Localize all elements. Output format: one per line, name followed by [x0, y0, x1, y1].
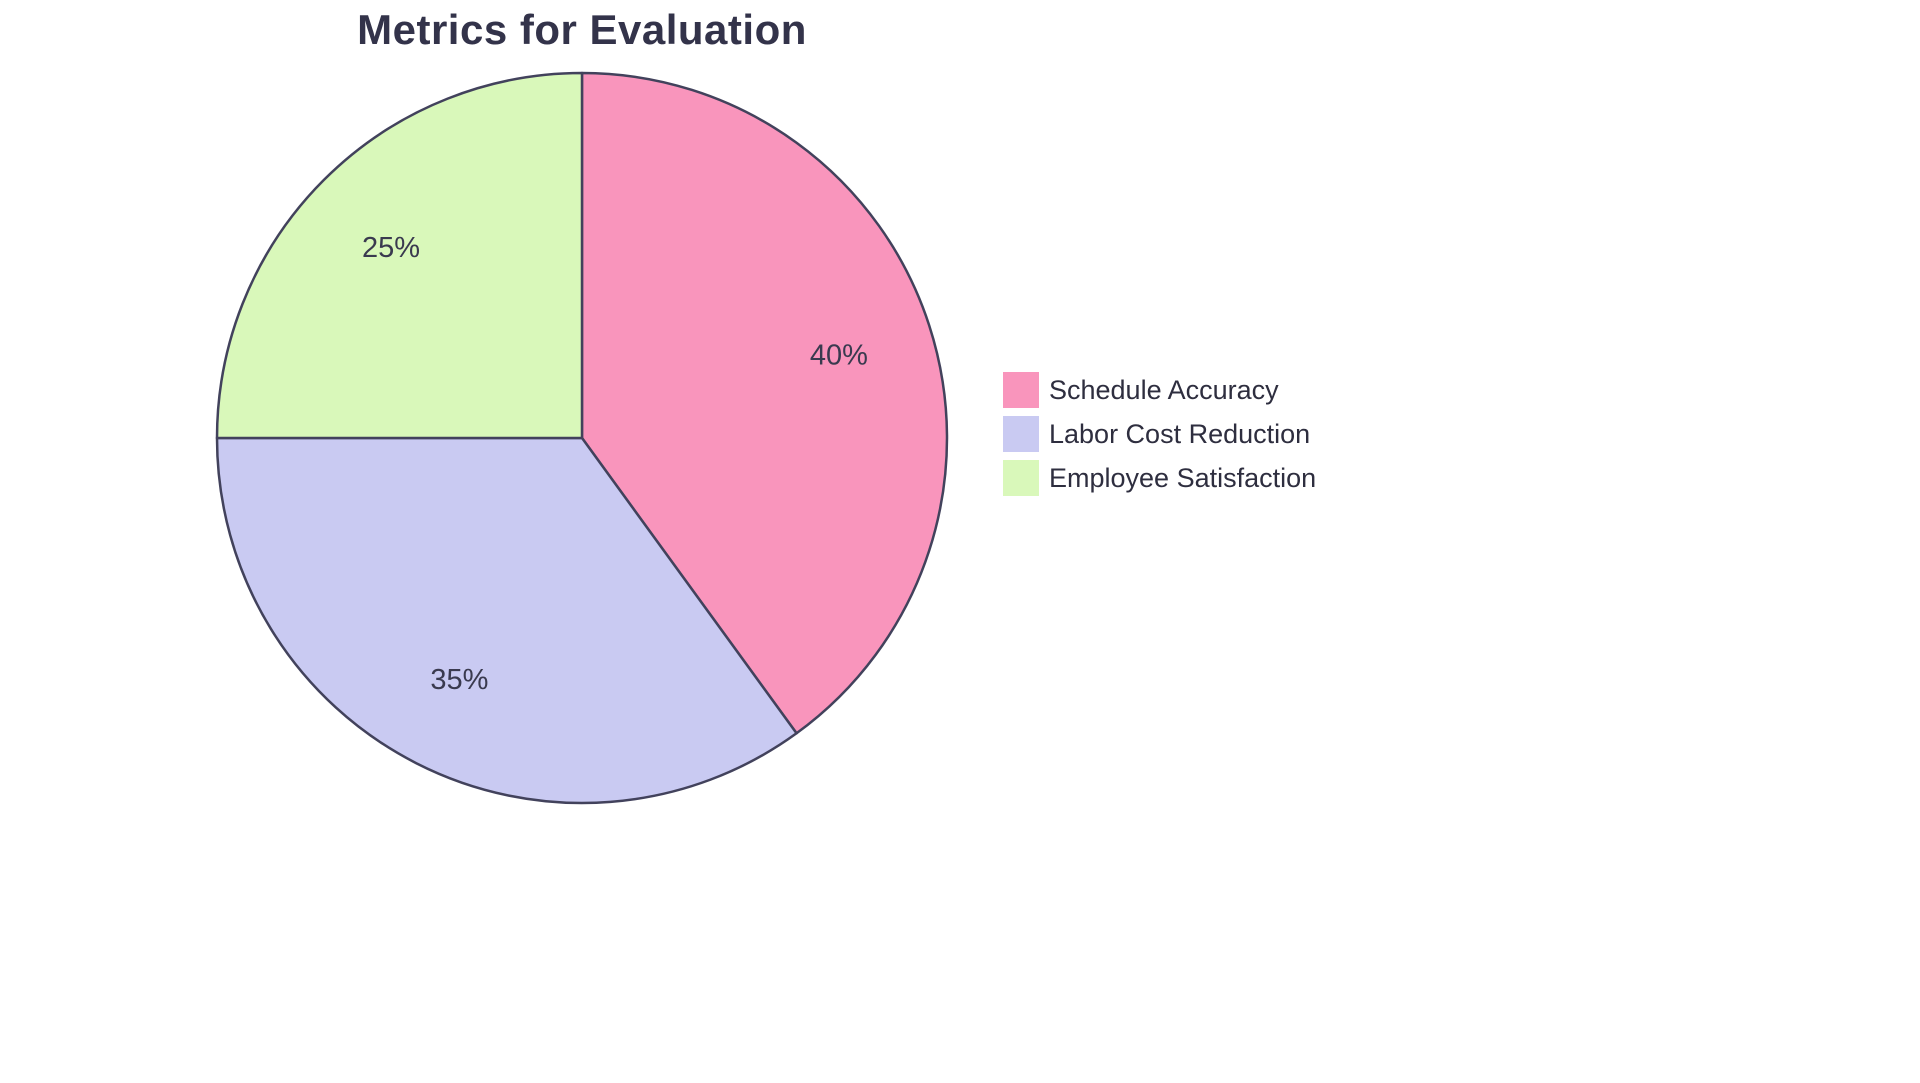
chart-title: Metrics for Evaluation [357, 6, 807, 53]
pie-slice-0 [580, 71, 949, 735]
legend-label: Labor Cost Reduction [1049, 418, 1311, 449]
legend-swatch [1003, 460, 1039, 496]
legend-swatch [1003, 372, 1039, 408]
chart-legend: Schedule Accuracy Labor Cost Reduction Emp… [1003, 372, 1316, 496]
pie-slice-1 [215, 436, 798, 805]
legend-label: Employee Satisfaction [1049, 462, 1317, 493]
legend-item-1: Labor Cost Reduction [1003, 416, 1316, 452]
pie-slice-2 [215, 71, 584, 440]
legend-item-0: Schedule Accuracy [1003, 372, 1316, 408]
legend-swatch [1003, 416, 1039, 452]
slice-percentage-label: 35% [430, 664, 488, 696]
legend-item-2: Employee Satisfaction [1003, 460, 1316, 496]
legend-label: Schedule Accuracy [1049, 374, 1279, 405]
slice-percentage-label: 25% [362, 232, 420, 264]
slice-percentage-label: 40% [810, 340, 868, 372]
